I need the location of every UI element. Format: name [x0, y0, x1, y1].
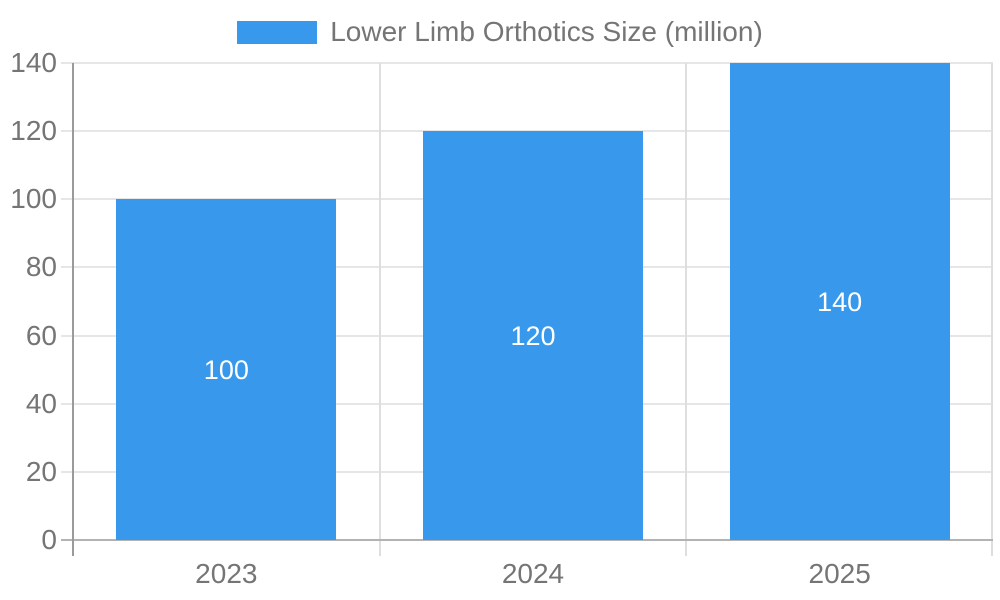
y-axis-tick-label: 20 [25, 455, 57, 487]
bar-value-label: 100 [203, 354, 249, 385]
x-axis-tick-label: 2025 [808, 558, 871, 589]
plot-right-border [991, 63, 993, 556]
y-axis-tick-label: 80 [25, 251, 57, 283]
y-gridline [61, 62, 993, 64]
y-axis-tick-label: 140 [10, 47, 57, 78]
x-axis-line [61, 539, 993, 541]
bar-2023[interactable] [116, 199, 337, 540]
y-axis-tick-label: 40 [25, 387, 57, 419]
legend-color-swatch [237, 20, 318, 44]
legend[interactable]: Lower Limb Orthotics Size (million) [0, 16, 1000, 48]
legend-label: Lower Limb Orthotics Size (million) [330, 16, 763, 47]
bar-2024[interactable] [423, 131, 643, 540]
bar-2025[interactable] [729, 63, 950, 540]
bar-value-label: 140 [817, 286, 863, 317]
y-axis-tick-label: 60 [25, 319, 57, 351]
bar-value-label: 120 [510, 320, 556, 351]
y-axis-tick-label: 0 [41, 524, 57, 555]
y-axis-tick-label: 100 [10, 183, 57, 215]
x-axis-tick-label: 2023 [195, 558, 258, 589]
category-boundary-gridline [685, 63, 688, 556]
x-axis-tick-label: 2024 [501, 558, 565, 589]
y-axis-tick-label: 120 [10, 115, 57, 147]
category-boundary-gridline [378, 63, 381, 556]
y-axis-line [72, 63, 74, 556]
